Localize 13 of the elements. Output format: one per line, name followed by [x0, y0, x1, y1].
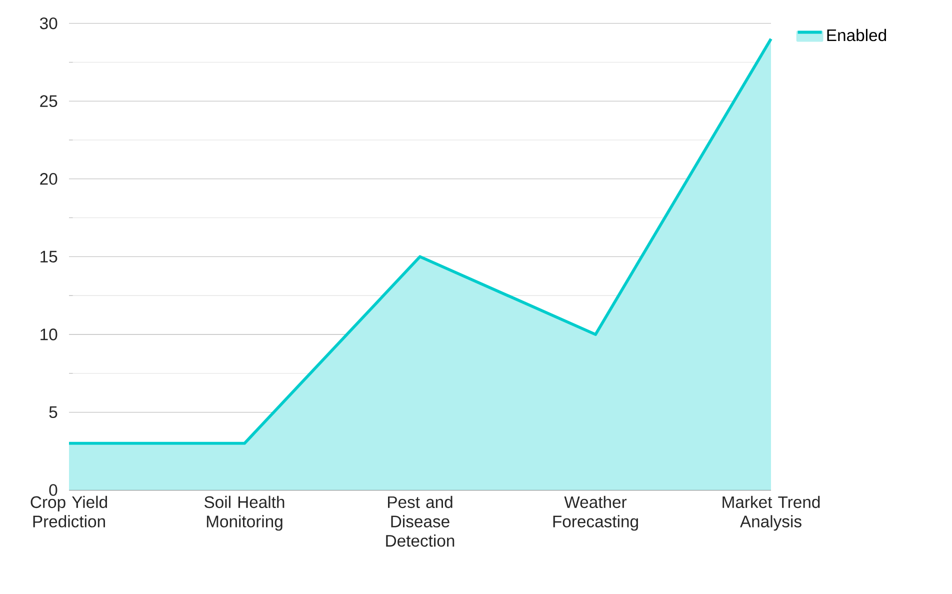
x-tick-label: Soil Health Monitoring [204, 496, 284, 531]
y-tick-label: 25 [40, 95, 58, 108]
x-tick-label: Crop Yield Prediction [30, 496, 107, 528]
y-tick-label: 5 [49, 406, 58, 418]
y-tick-label: 15 [40, 250, 58, 262]
x-tick-label: Pest and Disease Detection [386, 496, 454, 547]
y-tick-label: 10 [40, 328, 58, 340]
y-tick-label: 30 [40, 17, 58, 30]
y-tick-label: 20 [40, 173, 58, 185]
y-tick-label: 0 [49, 484, 58, 496]
x-tick-label: Market Trend Analysis [722, 496, 820, 531]
x-tick-label: Weather Forecasting [553, 496, 638, 531]
legend-label: Enabled [827, 28, 886, 42]
